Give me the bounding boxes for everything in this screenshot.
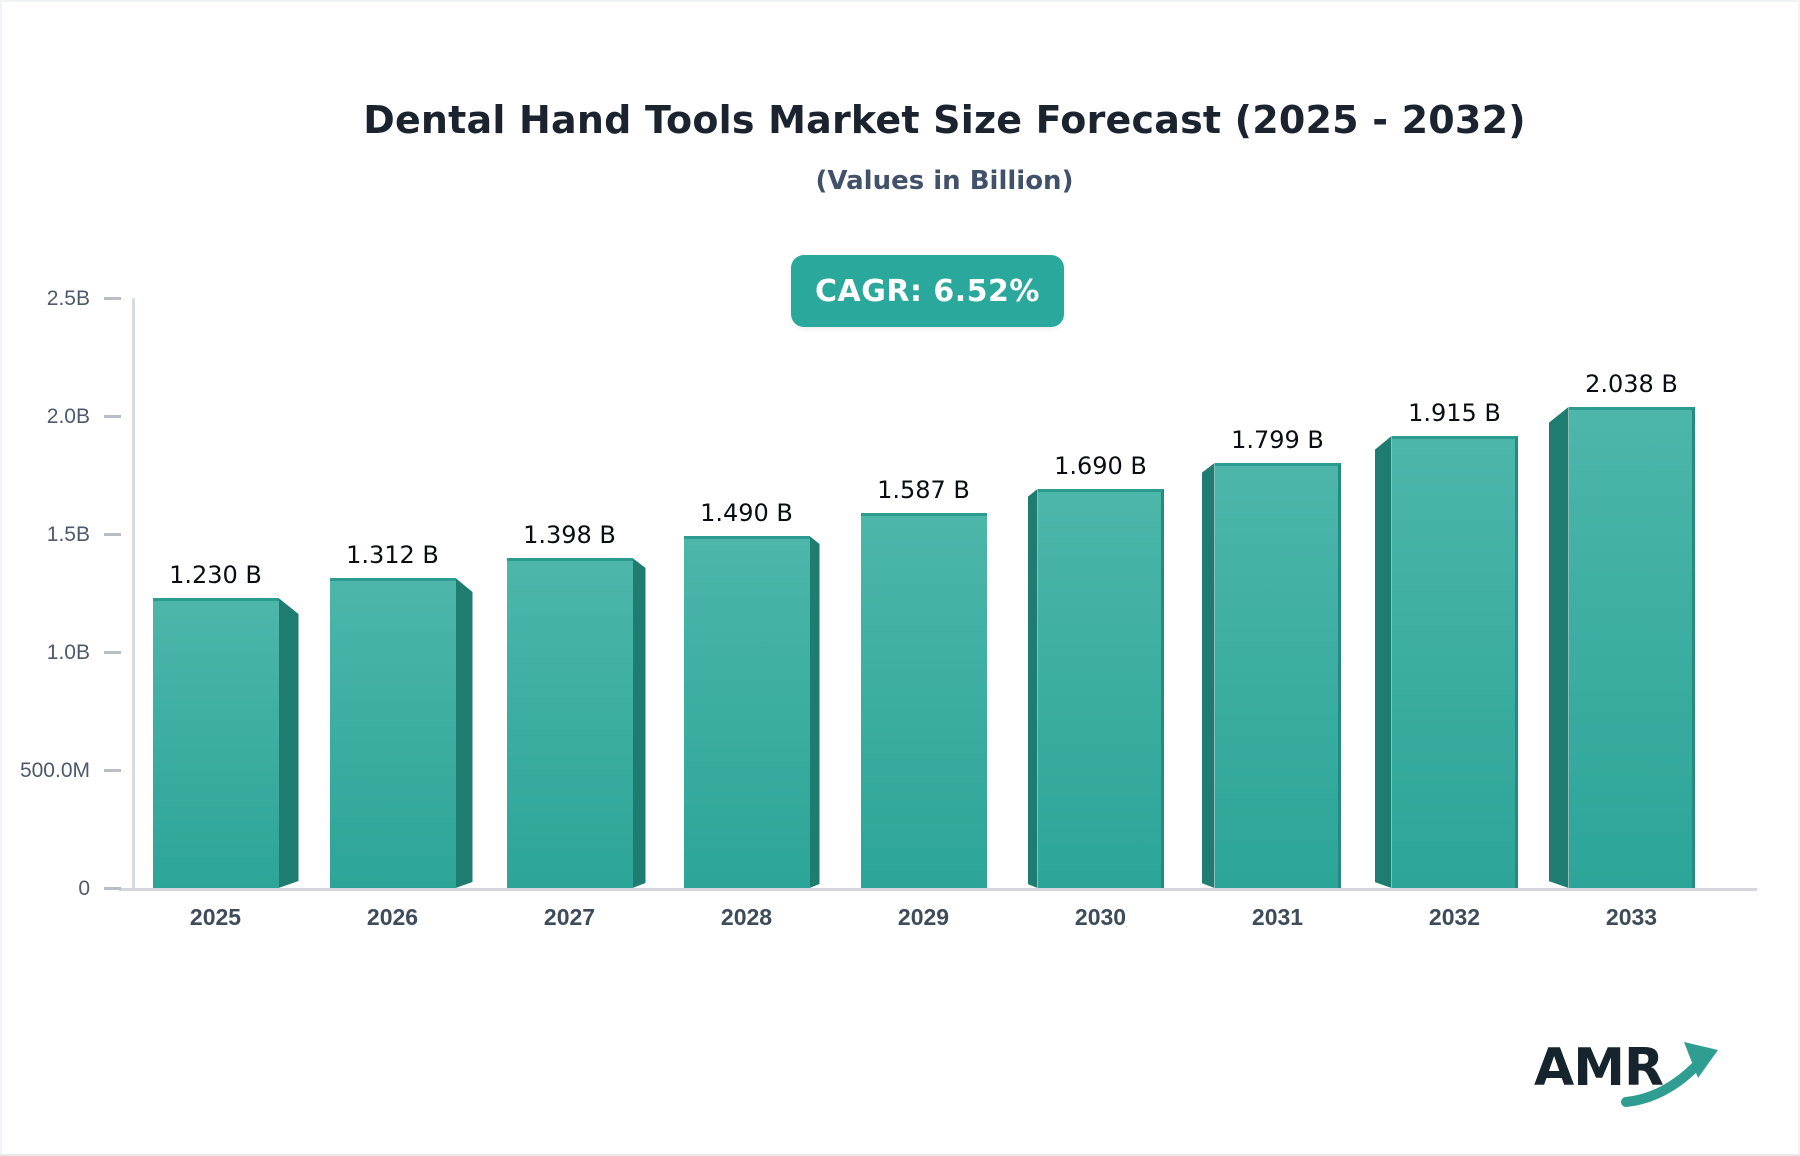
y-axis-tick-label: 2.5B: [46, 287, 90, 310]
bar-value-label-2026: 1.312 B: [346, 541, 439, 569]
amr-logo-text: AMR: [1534, 1038, 1664, 1098]
bar-face-2032: [1391, 436, 1518, 888]
x-axis-label-2028: 2028: [720, 904, 773, 930]
x-axis-label-2029: 2029: [897, 904, 950, 930]
y-axis-tick-label: 2.0B: [46, 405, 90, 428]
bar-side-2031: [1202, 463, 1215, 888]
x-axis-baseline: [119, 888, 1757, 891]
x-axis-label-2030: 2030: [1074, 904, 1127, 930]
bar-face-2029: [860, 513, 987, 888]
y-axis-tick: [104, 769, 121, 772]
bar-face-2025: [152, 598, 279, 888]
bar-face-2033: [1568, 407, 1695, 888]
bar-value-label-2029: 1.587 B: [877, 476, 970, 504]
x-axis-label-2032: 2032: [1428, 904, 1481, 930]
bar-value-label-2025: 1.230 B: [169, 561, 262, 589]
y-axis-tick: [104, 533, 121, 536]
y-axis-tick-label: 1.5B: [46, 523, 90, 546]
bar-side-2030: [1028, 489, 1038, 888]
x-axis-label-2027: 2027: [543, 904, 596, 930]
bar-side-2027: [633, 558, 646, 888]
bar-face-2026: [329, 578, 456, 888]
chart-title: Dental Hand Tools Market Size Forecast (…: [363, 98, 1526, 142]
bar-value-label-2027: 1.398 B: [523, 521, 616, 549]
bar-side-2028: [810, 536, 820, 888]
trend-up-arrow-icon: [1621, 1042, 1718, 1107]
bar-value-label-2031: 1.799 B: [1231, 426, 1324, 454]
cagr-badge: CAGR: 6.52%: [791, 255, 1064, 327]
y-axis-tick: [104, 297, 121, 300]
bar-value-label-2033: 2.038 B: [1585, 370, 1678, 398]
x-axis-label-2025: 2025: [189, 904, 242, 930]
x-axis-label-2026: 2026: [366, 904, 419, 930]
bar-face-2031: [1214, 463, 1341, 888]
bar-face-2027: [506, 558, 633, 888]
bar-side-2026: [456, 578, 473, 888]
y-axis-tick: [104, 887, 121, 890]
chart-subtitle: (Values in Billion): [815, 166, 1074, 196]
y-axis-tick-label: 500.0M: [19, 759, 90, 782]
bar-face-2028: [683, 536, 810, 888]
bar-face-2030: [1037, 489, 1164, 888]
bar-side-2025: [279, 598, 299, 888]
y-axis-tick-label: 0: [78, 877, 90, 900]
bar-side-2032: [1375, 436, 1392, 888]
x-axis-label-2031: 2031: [1251, 904, 1304, 930]
bar-value-label-2028: 1.490 B: [700, 499, 793, 527]
bar-side-2033: [1549, 407, 1569, 888]
bar-value-label-2030: 1.690 B: [1054, 452, 1147, 480]
x-axis-label-2033: 2033: [1605, 904, 1658, 930]
y-axis-tick: [104, 651, 121, 654]
amr-logo: AMR: [1534, 1038, 1724, 1118]
y-axis-tick-label: 1.0B: [46, 641, 90, 664]
bar-value-label-2032: 1.915 B: [1408, 399, 1501, 427]
y-axis-tick: [104, 415, 121, 418]
y-axis-line: [132, 298, 135, 891]
